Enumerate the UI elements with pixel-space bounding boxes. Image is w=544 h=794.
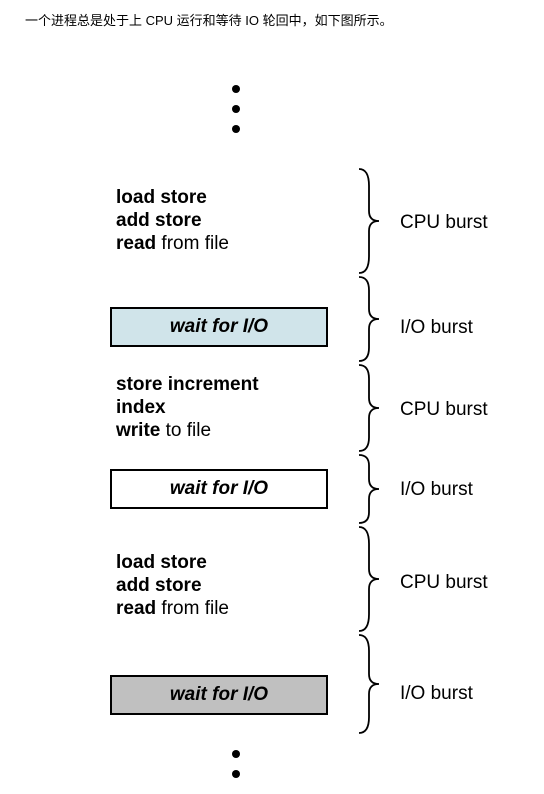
burst-diagram: load storeadd storeread from file CPU bu…	[0, 85, 544, 775]
code-line: read from file	[116, 232, 360, 255]
code-line: add store	[116, 574, 360, 597]
burst-label: I/O burst	[400, 683, 473, 705]
code-rest: to file	[160, 420, 211, 441]
burst-label: CPU burst	[400, 212, 488, 234]
cpu-burst-block: store incrementindexwrite to file	[100, 367, 360, 448]
code-rest: from file	[156, 598, 229, 619]
wait-io-box: wait for I/O	[110, 469, 328, 509]
code-line: write to file	[116, 419, 360, 442]
code-line: load store	[116, 551, 360, 574]
ellipsis-top	[232, 85, 240, 133]
io-burst-block: wait for I/O	[100, 675, 360, 715]
code-keyword: add store	[116, 210, 202, 231]
code-line: add store	[116, 209, 360, 232]
dot-icon	[232, 105, 240, 113]
cpu-burst-block: load storeadd storeread from file	[100, 180, 360, 261]
brace-icon	[355, 525, 385, 633]
ellipsis-bottom	[232, 750, 240, 778]
brace-icon	[355, 363, 385, 453]
io-burst-block: wait for I/O	[100, 307, 360, 347]
code-line: store increment	[116, 373, 360, 396]
brace-icon	[355, 275, 385, 363]
code-keyword: read	[116, 598, 156, 619]
brace-icon	[355, 167, 385, 275]
wait-io-label: wait for I/O	[170, 478, 268, 500]
wait-io-box: wait for I/O	[110, 307, 328, 347]
code-keyword: load store	[116, 187, 207, 208]
dot-icon	[232, 125, 240, 133]
burst-label: I/O burst	[400, 479, 473, 501]
code-keyword: load store	[116, 552, 207, 573]
io-burst-block: wait for I/O	[100, 469, 360, 509]
dot-icon	[232, 750, 240, 758]
burst-label: I/O burst	[400, 317, 473, 339]
brace-icon	[355, 633, 385, 735]
code-line: read from file	[116, 597, 360, 620]
code-line: load store	[116, 186, 360, 209]
cpu-burst-block: load storeadd storeread from file	[100, 545, 360, 626]
code-keyword: index	[116, 397, 166, 418]
burst-label: CPU burst	[400, 399, 488, 421]
wait-io-label: wait for I/O	[170, 316, 268, 338]
code-keyword: write	[116, 420, 160, 441]
dot-icon	[232, 85, 240, 93]
code-keyword: add store	[116, 575, 202, 596]
brace-icon	[355, 453, 385, 525]
code-keyword: store increment	[116, 374, 259, 395]
code-keyword: read	[116, 233, 156, 254]
wait-io-label: wait for I/O	[170, 684, 268, 706]
caption-text: 一个进程总是处于上 CPU 运行和等待 IO 轮回中，如下图所示。	[25, 10, 393, 29]
burst-label: CPU burst	[400, 572, 488, 594]
code-line: index	[116, 396, 360, 419]
code-rest: from file	[156, 233, 229, 254]
wait-io-box: wait for I/O	[110, 675, 328, 715]
dot-icon	[232, 770, 240, 778]
